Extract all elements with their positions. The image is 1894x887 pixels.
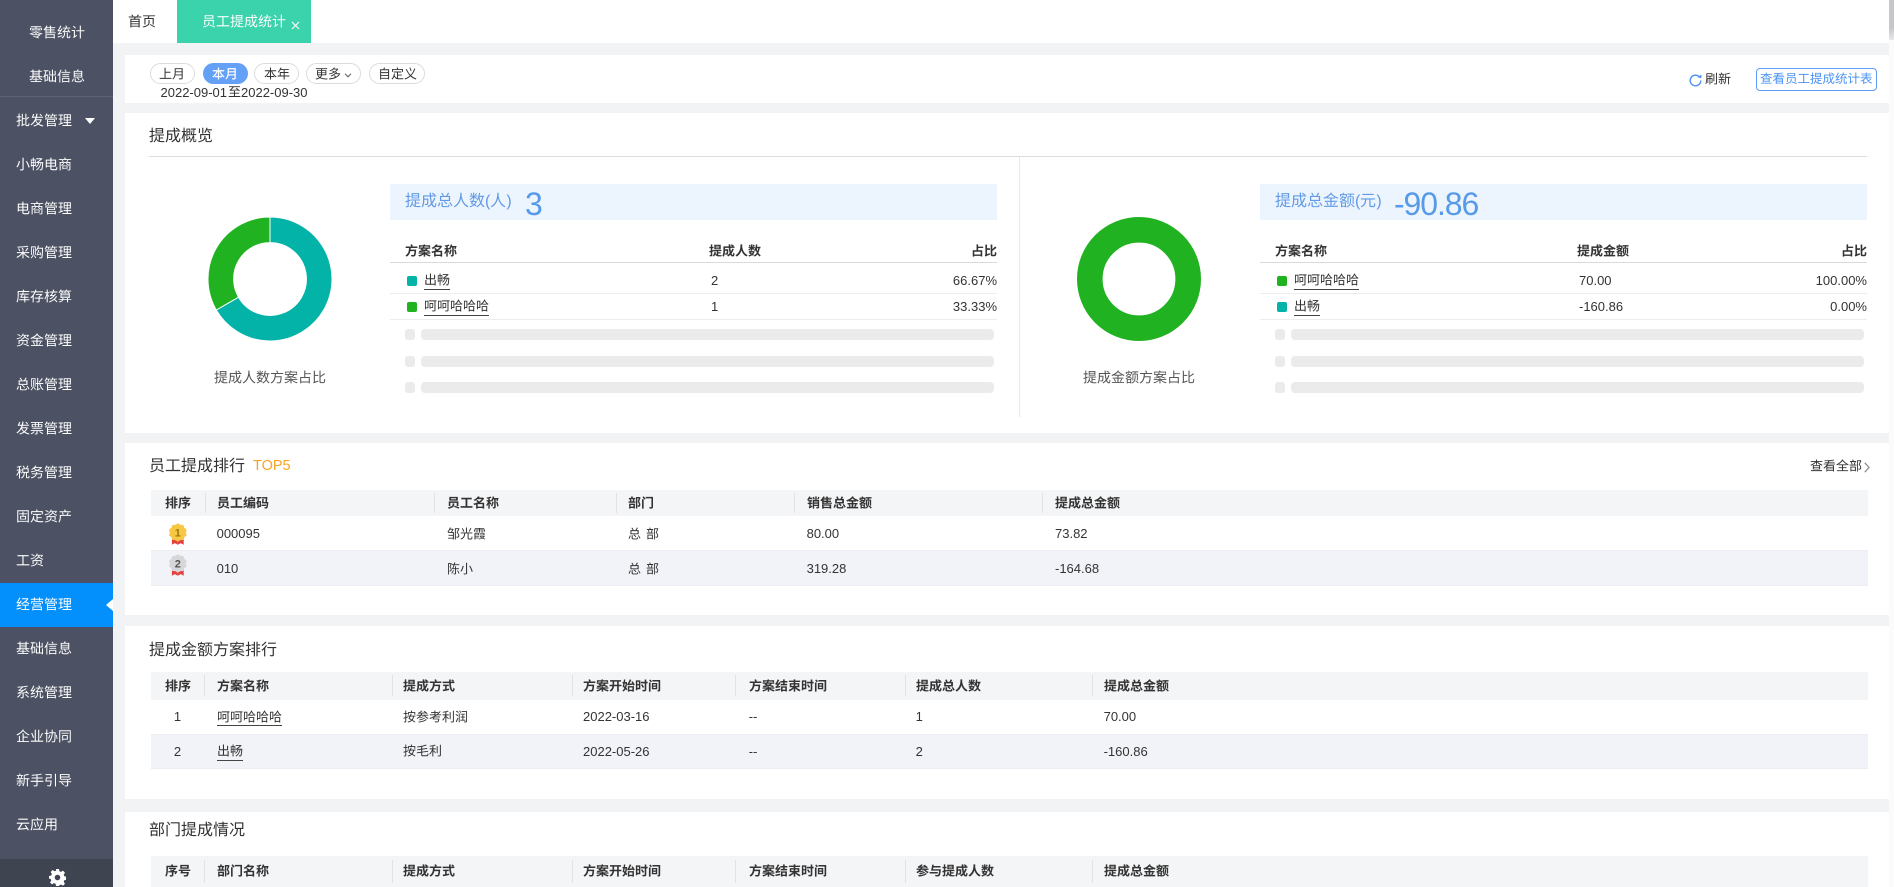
svg-text:1: 1 bbox=[175, 527, 181, 539]
svg-text:2: 2 bbox=[175, 558, 181, 570]
